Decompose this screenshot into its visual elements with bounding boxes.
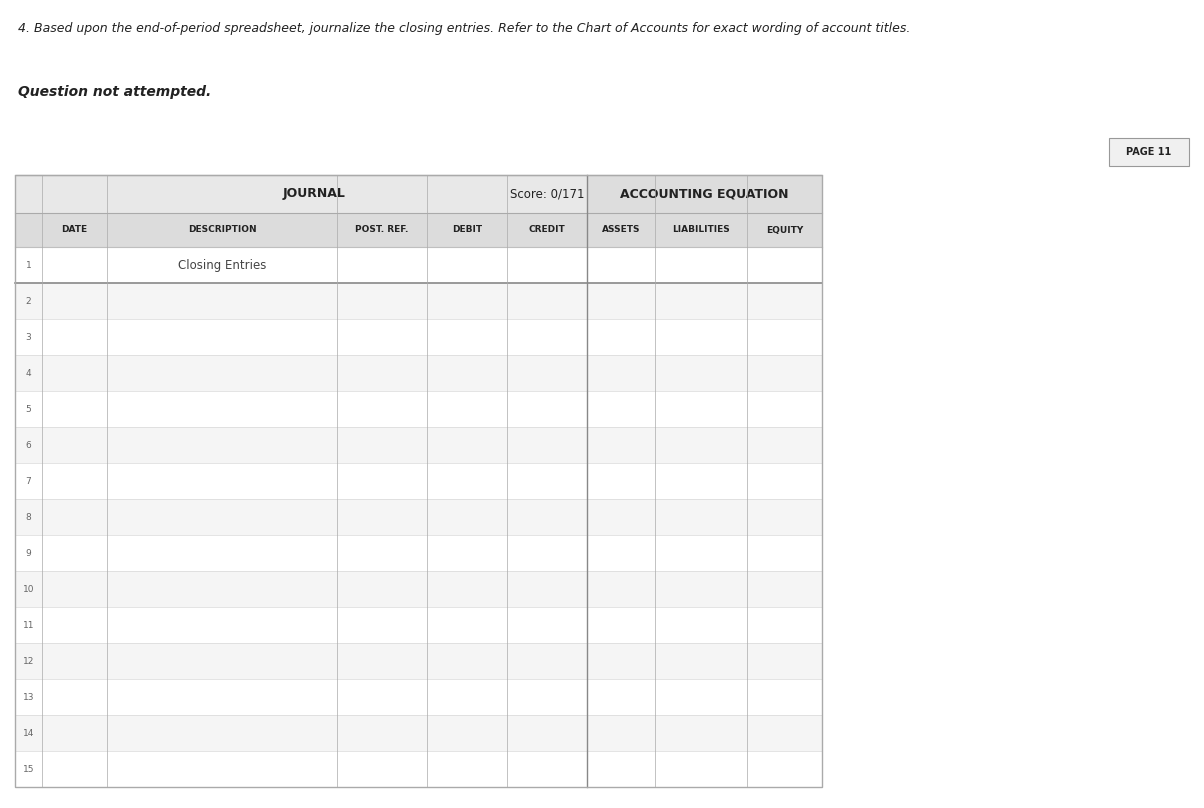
Text: JOURNAL: JOURNAL xyxy=(283,187,346,200)
Text: DATE: DATE xyxy=(61,225,88,234)
Bar xyxy=(14,391,822,427)
Text: 14: 14 xyxy=(23,729,34,738)
Text: 15: 15 xyxy=(23,764,34,773)
Bar xyxy=(14,213,822,247)
Bar xyxy=(14,175,822,213)
Bar xyxy=(14,751,822,787)
Text: 9: 9 xyxy=(25,549,31,558)
Bar xyxy=(14,535,822,571)
Text: 11: 11 xyxy=(23,621,34,629)
Bar xyxy=(14,247,822,283)
Text: 2: 2 xyxy=(25,297,31,305)
Text: 4. Based upon the end-of-period spreadsheet, journalize the closing entries. Ref: 4. Based upon the end-of-period spreadsh… xyxy=(18,22,910,35)
Text: Score: 0/171: Score: 0/171 xyxy=(509,187,584,200)
Text: CREDIT: CREDIT xyxy=(529,225,566,234)
Bar xyxy=(14,319,822,355)
Text: 10: 10 xyxy=(23,584,34,594)
Bar xyxy=(14,679,822,715)
Text: 12: 12 xyxy=(23,656,34,666)
Text: POST. REF.: POST. REF. xyxy=(355,225,408,234)
Text: EQUITY: EQUITY xyxy=(766,225,803,234)
Bar xyxy=(14,499,822,535)
Text: 7: 7 xyxy=(25,477,31,486)
Bar xyxy=(14,427,822,463)
Bar xyxy=(14,571,822,607)
Text: 5: 5 xyxy=(25,405,31,414)
Text: PAGE 11: PAGE 11 xyxy=(1127,147,1171,157)
Bar xyxy=(14,715,822,751)
Text: ASSETS: ASSETS xyxy=(602,225,641,234)
Bar xyxy=(14,283,822,319)
Bar xyxy=(14,643,822,679)
Bar xyxy=(14,607,822,643)
Bar xyxy=(1109,138,1190,166)
Text: 6: 6 xyxy=(25,440,31,449)
Text: DEBIT: DEBIT xyxy=(452,225,482,234)
Text: 1: 1 xyxy=(25,260,31,270)
Bar xyxy=(588,175,822,213)
Bar xyxy=(14,175,822,787)
Text: DESCRIPTION: DESCRIPTION xyxy=(188,225,256,234)
Text: Question not attempted.: Question not attempted. xyxy=(18,85,211,99)
Bar xyxy=(14,355,822,391)
Text: 4: 4 xyxy=(25,368,31,377)
Text: 8: 8 xyxy=(25,512,31,521)
Bar xyxy=(14,463,822,499)
Text: ACCOUNTING EQUATION: ACCOUNTING EQUATION xyxy=(620,187,789,200)
Text: Closing Entries: Closing Entries xyxy=(178,259,266,271)
Text: 13: 13 xyxy=(23,692,34,701)
Text: LIABILITIES: LIABILITIES xyxy=(672,225,730,234)
Text: 3: 3 xyxy=(25,333,31,342)
